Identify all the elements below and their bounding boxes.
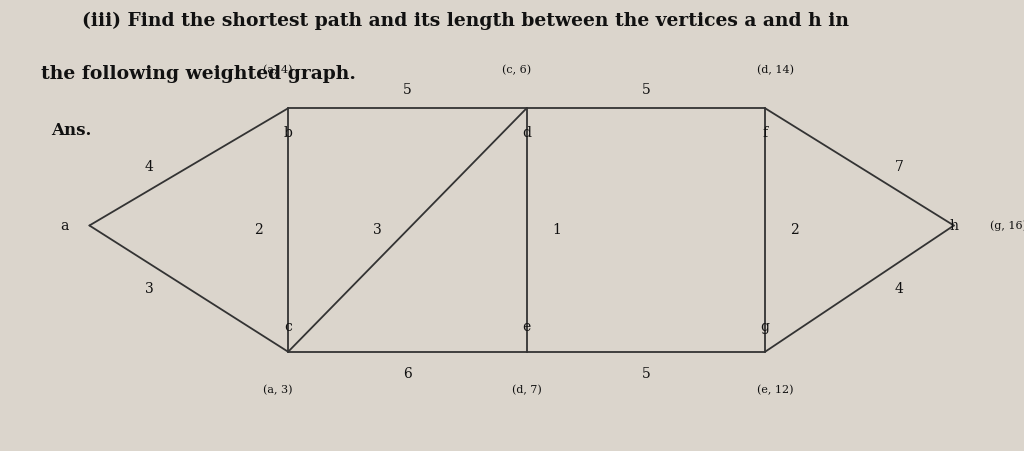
Text: (g, 16): (g, 16) — [990, 220, 1024, 231]
Text: a: a — [60, 218, 69, 233]
Text: 2: 2 — [791, 223, 800, 237]
Text: 5: 5 — [641, 367, 650, 382]
Text: (iii) Find the shortest path and its length between the vertices a and h in: (iii) Find the shortest path and its len… — [82, 11, 849, 29]
Text: g: g — [761, 320, 770, 334]
Text: (e, 12): (e, 12) — [757, 385, 794, 395]
Text: 3: 3 — [373, 223, 382, 237]
Text: (d, 7): (d, 7) — [512, 385, 542, 395]
Text: d: d — [522, 126, 531, 140]
Text: 6: 6 — [403, 367, 412, 382]
Text: (a, 4): (a, 4) — [263, 65, 293, 75]
Text: (d, 14): (d, 14) — [757, 65, 794, 75]
Text: the following weighted graph.: the following weighted graph. — [41, 65, 355, 83]
Text: (a, 3): (a, 3) — [263, 385, 293, 395]
Text: 7: 7 — [895, 160, 903, 174]
Text: Ans.: Ans. — [51, 122, 91, 139]
Text: 5: 5 — [641, 83, 650, 97]
Text: 4: 4 — [895, 281, 903, 296]
Text: f: f — [763, 126, 768, 140]
Text: (c, 6): (c, 6) — [502, 65, 531, 75]
Text: e: e — [522, 320, 530, 334]
Text: c: c — [285, 320, 292, 334]
Text: b: b — [284, 126, 293, 140]
Text: 2: 2 — [254, 223, 263, 237]
Text: 1: 1 — [552, 223, 561, 237]
Text: 5: 5 — [403, 83, 412, 97]
Text: 4: 4 — [144, 160, 154, 174]
Text: 3: 3 — [144, 281, 154, 296]
Text: h: h — [949, 218, 958, 233]
